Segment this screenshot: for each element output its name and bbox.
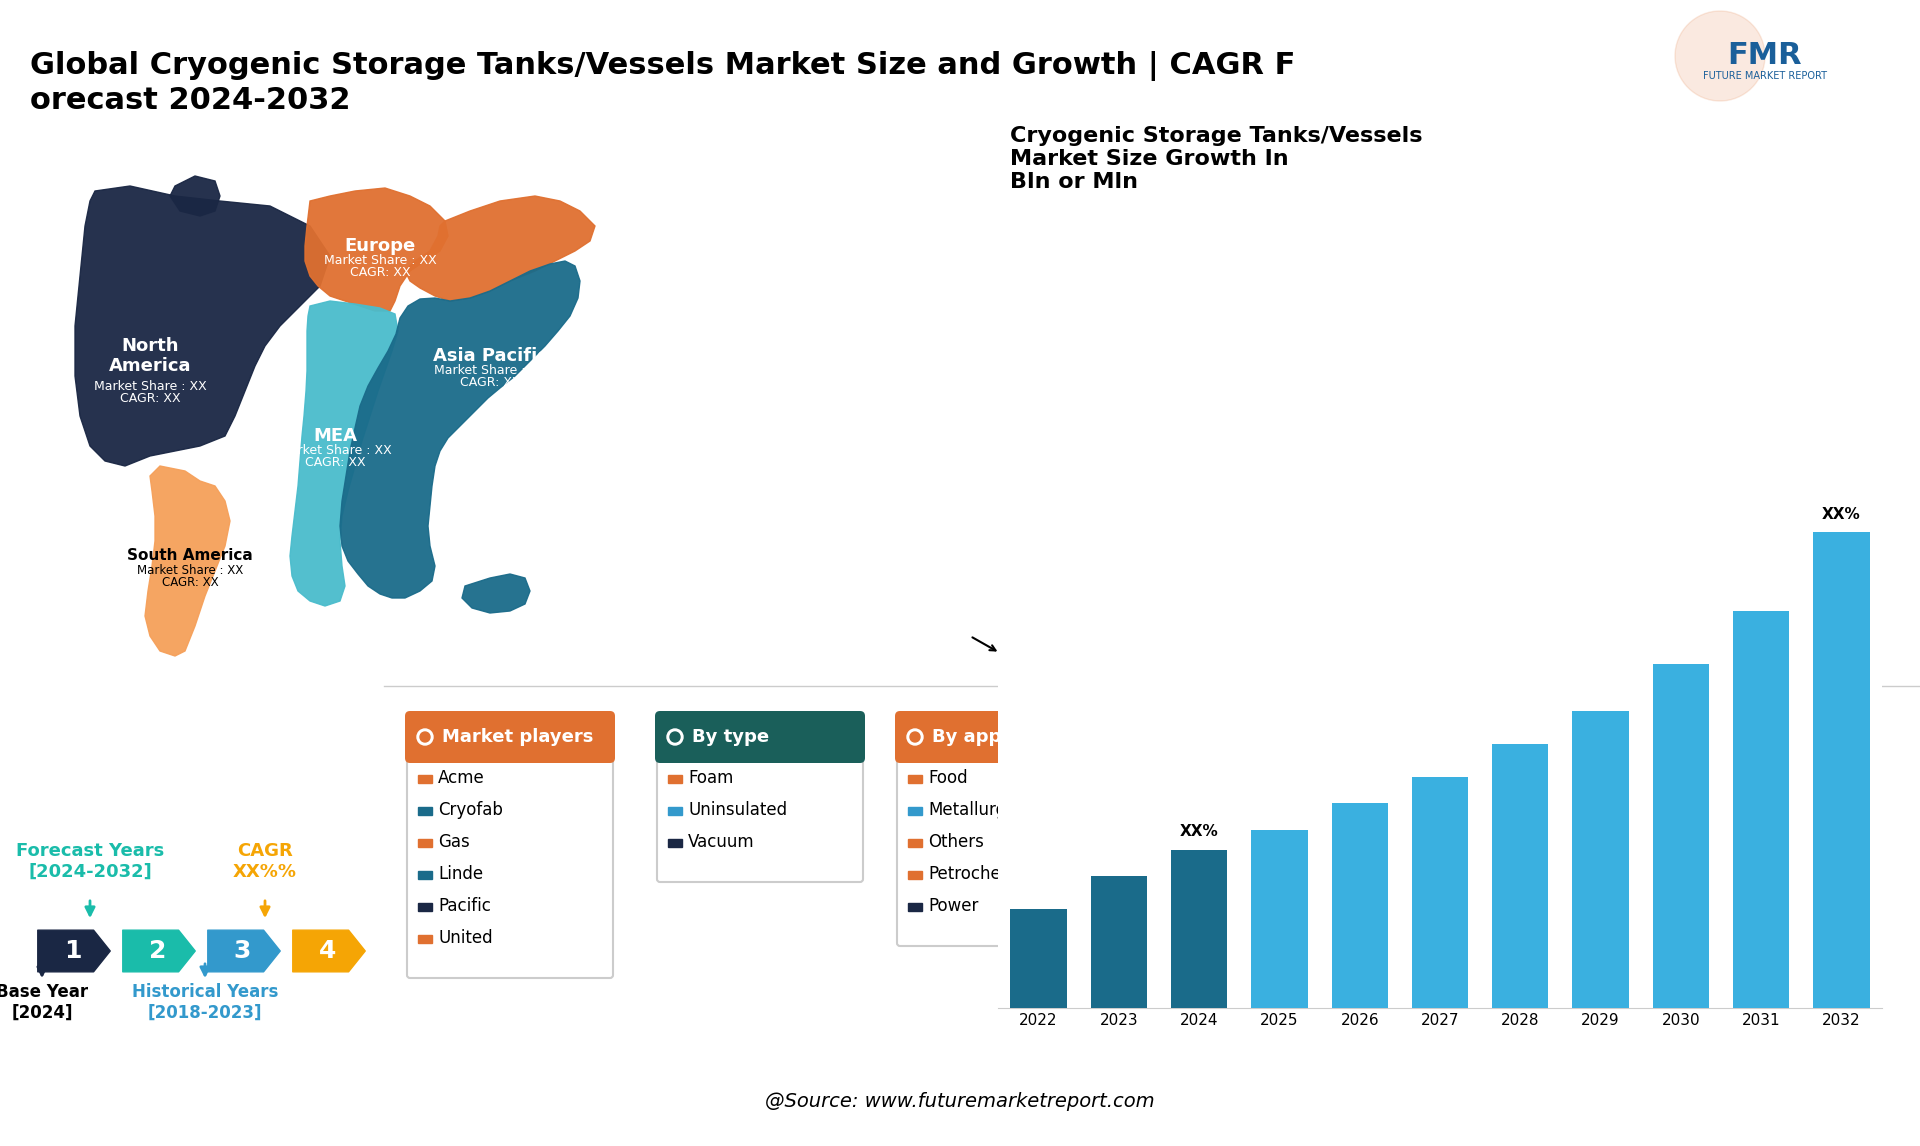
Text: CAGR: XX: CAGR: XX (305, 456, 365, 470)
Bar (1411, 777, 1469, 1008)
Bar (668, 839, 682, 847)
Bar (419, 775, 432, 783)
Text: Petrochemical: Petrochemical (927, 865, 1046, 884)
Bar (1812, 532, 1870, 1008)
Text: Food: Food (927, 769, 968, 787)
Bar (1252, 830, 1308, 1008)
Text: Metallurgy: Metallurgy (927, 801, 1016, 819)
Text: Acme: Acme (438, 769, 484, 787)
Circle shape (910, 732, 920, 741)
Text: Market Share : XX: Market Share : XX (434, 364, 547, 377)
Text: Gas: Gas (438, 833, 470, 851)
FancyArrowPatch shape (38, 931, 109, 972)
FancyBboxPatch shape (897, 755, 1102, 945)
FancyBboxPatch shape (657, 755, 862, 882)
Bar (419, 935, 432, 943)
Text: 3: 3 (234, 939, 252, 963)
FancyArrowPatch shape (207, 931, 280, 972)
Text: Base Year
[2024]: Base Year [2024] (0, 983, 88, 1022)
Text: Cryofab: Cryofab (438, 801, 503, 819)
Circle shape (666, 729, 684, 745)
Bar (668, 807, 682, 815)
Text: FMR: FMR (1728, 41, 1803, 71)
Text: CAGR: XX: CAGR: XX (161, 576, 219, 589)
Bar (1653, 665, 1709, 1008)
Polygon shape (75, 186, 330, 466)
Bar (908, 871, 922, 879)
Bar (1734, 611, 1789, 1008)
Bar (419, 807, 432, 815)
Text: Forecast Years
[2024-2032]: Forecast Years [2024-2032] (15, 842, 163, 881)
Text: FUTURE MARKET REPORT: FUTURE MARKET REPORT (1703, 71, 1828, 81)
Text: Foam: Foam (687, 769, 733, 787)
Circle shape (1674, 11, 1764, 101)
Text: CAGR: XX: CAGR: XX (349, 267, 411, 280)
Text: Linde: Linde (438, 865, 484, 884)
Text: Market Share : XX: Market Share : XX (324, 254, 436, 267)
Text: Europe: Europe (344, 237, 415, 256)
FancyBboxPatch shape (407, 755, 612, 978)
Text: Market Share : XX: Market Share : XX (136, 564, 244, 576)
Text: United: United (438, 929, 493, 947)
Bar (668, 775, 682, 783)
Polygon shape (290, 301, 397, 606)
Text: 2: 2 (150, 939, 167, 963)
Bar (908, 839, 922, 847)
FancyBboxPatch shape (405, 711, 614, 763)
Text: CAGR: XX: CAGR: XX (459, 377, 520, 390)
FancyArrowPatch shape (123, 931, 196, 972)
Bar (908, 807, 922, 815)
Text: By application: By application (931, 728, 1075, 746)
Text: Pacific: Pacific (438, 897, 492, 915)
Bar (419, 871, 432, 879)
Text: Global Cryogenic Storage Tanks/Vessels Market Size and Growth | CAGR F
orecast 2: Global Cryogenic Storage Tanks/Vessels M… (31, 52, 1296, 115)
FancyArrowPatch shape (292, 931, 365, 972)
Text: XX%: XX% (1822, 507, 1860, 521)
Text: Uninsulated: Uninsulated (687, 801, 787, 819)
Text: 1: 1 (63, 939, 81, 963)
Circle shape (906, 729, 924, 745)
Text: CAGR: XX: CAGR: XX (119, 392, 180, 406)
Bar (1572, 711, 1628, 1008)
Text: South America: South America (127, 549, 253, 564)
Polygon shape (405, 196, 595, 301)
Bar (1492, 744, 1548, 1008)
Polygon shape (171, 176, 221, 215)
Circle shape (420, 732, 430, 741)
FancyBboxPatch shape (895, 711, 1106, 763)
Bar (1091, 876, 1146, 1008)
Polygon shape (340, 261, 580, 598)
Text: Power: Power (927, 897, 979, 915)
Bar (1010, 909, 1068, 1008)
Bar (419, 839, 432, 847)
Text: Market Share : XX: Market Share : XX (278, 445, 392, 457)
Text: MEA: MEA (313, 427, 357, 445)
Text: Market Share : XX: Market Share : XX (94, 379, 205, 392)
Bar (419, 903, 432, 911)
Text: Market players: Market players (442, 728, 593, 746)
Text: By type: By type (691, 728, 770, 746)
FancyBboxPatch shape (655, 711, 866, 763)
Bar (908, 775, 922, 783)
Text: North
America: North America (109, 337, 192, 376)
Text: XX%: XX% (1179, 824, 1219, 839)
Text: Historical Years
[2018-2023]: Historical Years [2018-2023] (132, 983, 278, 1022)
Text: Cryogenic Storage Tanks/Vessels
Market Size Growth In
Bln or Mln: Cryogenic Storage Tanks/Vessels Market S… (1010, 126, 1423, 193)
Text: Others: Others (927, 833, 983, 851)
Circle shape (670, 732, 680, 741)
Text: Vacuum: Vacuum (687, 833, 755, 851)
Text: Asia Pacific: Asia Pacific (432, 347, 547, 364)
Polygon shape (463, 574, 530, 613)
Text: CAGR
XX%%: CAGR XX%% (232, 842, 298, 881)
Circle shape (417, 729, 434, 745)
Polygon shape (305, 188, 447, 311)
Bar (1332, 803, 1388, 1008)
Polygon shape (146, 466, 230, 656)
Text: @Source: www.futuremarketreport.com: @Source: www.futuremarketreport.com (766, 1092, 1154, 1110)
Bar (908, 903, 922, 911)
Text: 4: 4 (319, 939, 336, 963)
Bar (1171, 849, 1227, 1008)
